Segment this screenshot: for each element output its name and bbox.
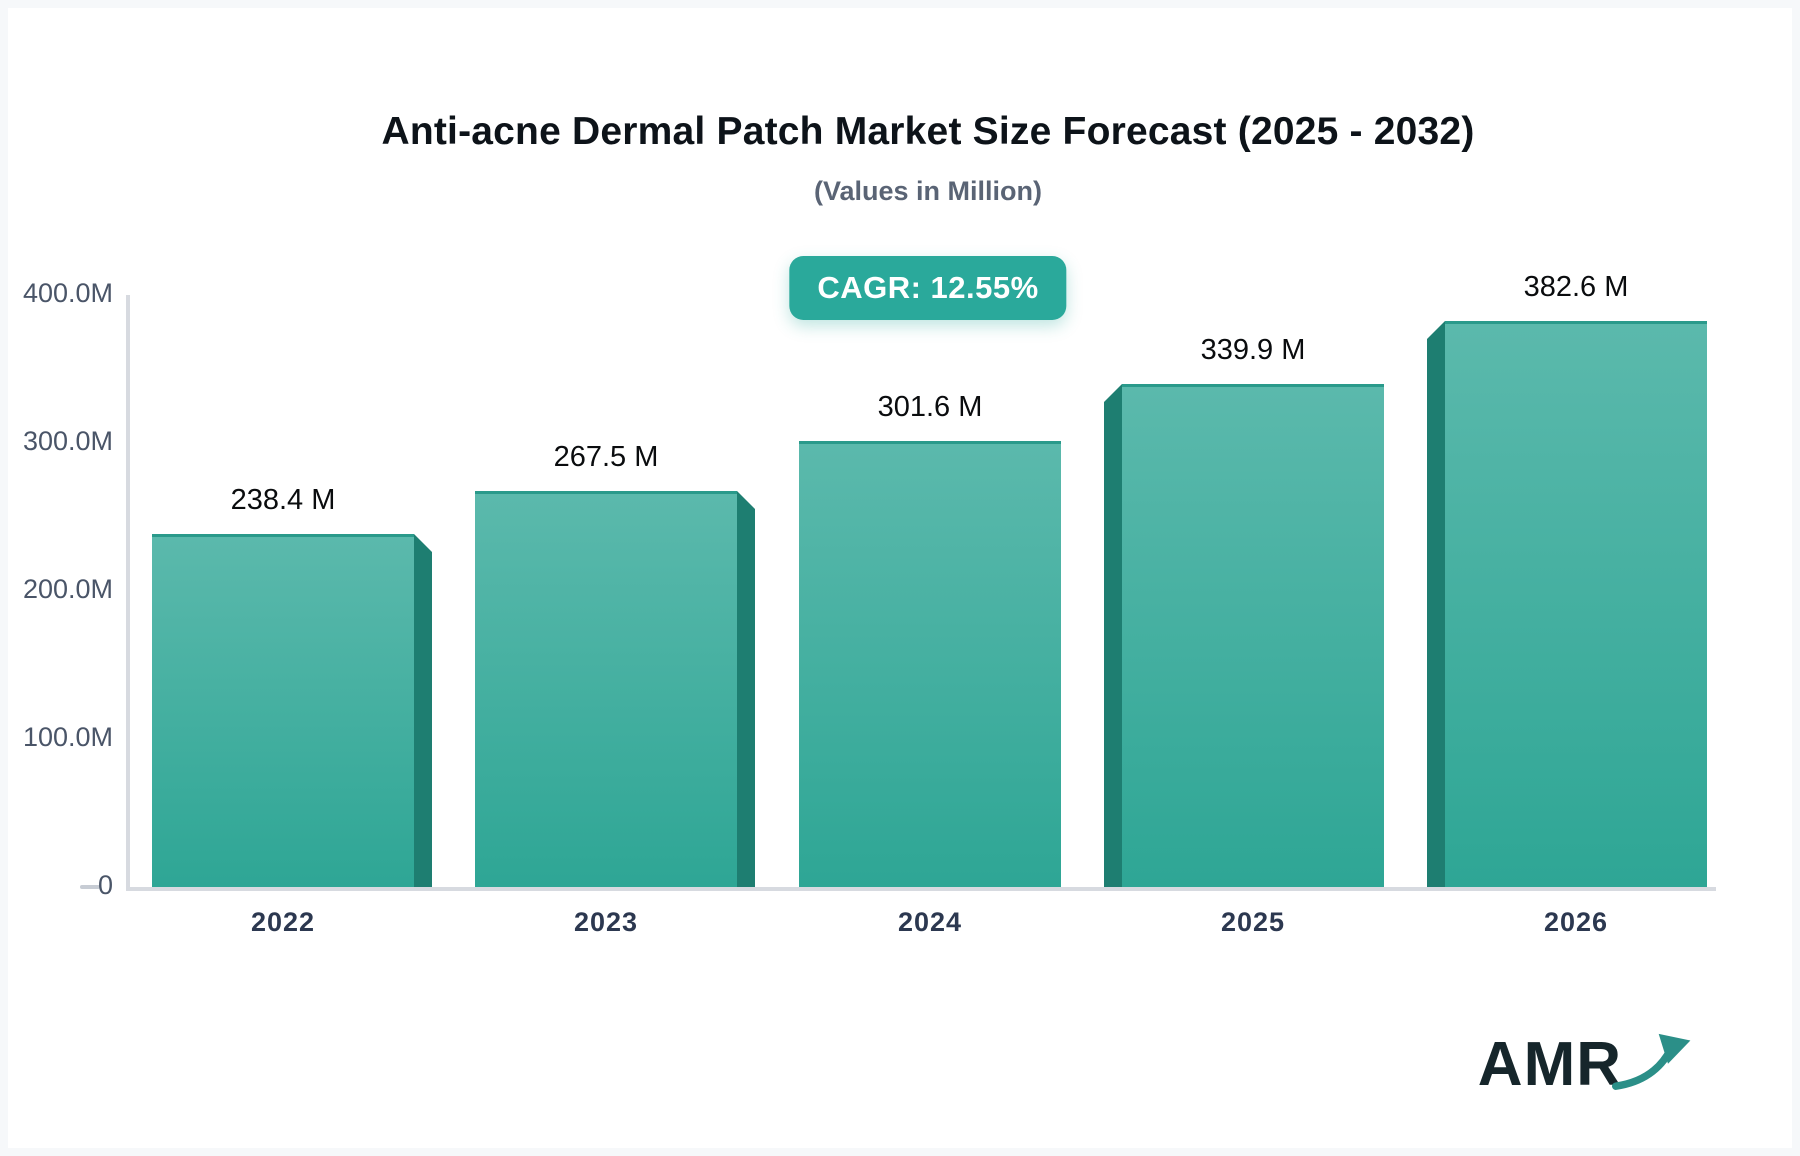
amr-logo: AMR [1478,1028,1696,1096]
bar-side-2022 [414,534,432,887]
bar-2025 [1122,384,1384,887]
y-axis-line [126,295,130,891]
bar-value-label: 339.9 M [1200,334,1306,366]
y-axis-label: 100.0M [22,722,113,752]
bar-value-label: 238.4 M [230,484,336,516]
x-axis-label: 2025 [1220,907,1286,937]
y-axis-label: 0 [97,870,113,900]
chart-title: Anti-acne Dermal Patch Market Size Forec… [381,110,1475,153]
y-axis-label: 300.0M [22,426,113,456]
zero-tick-mark [80,885,100,889]
bar-value-label: 267.5 M [553,441,659,473]
chart-card: Anti-acne Dermal Patch Market Size Forec… [8,8,1792,1148]
x-axis-label: 2024 [897,907,963,937]
y-axis-label: 400.0M [22,278,113,308]
bar-2022 [152,534,414,887]
bar-value-label: 301.6 M [877,391,983,423]
bar-side-2026 [1427,321,1445,887]
x-axis-line [126,887,1716,891]
growth-arrow-icon [1612,1033,1691,1090]
bar-2023 [475,491,737,887]
bar-2024 [799,441,1061,887]
cagr-badge: CAGR: 12.55% [789,256,1067,320]
chart-subtitle: (Values in Million) [813,176,1043,206]
bar-value-label: 382.6 M [1523,271,1629,303]
x-axis-label: 2022 [250,907,316,937]
amr-logo-text: AMR [1477,1030,1622,1099]
bar-chart: 400.0M 300.0M 200.0M 100.0M 0 238.4 M 2022 267.… [8,8,1792,1148]
x-axis-label: 2023 [573,907,639,937]
bar-2026 [1445,321,1707,887]
x-axis-label: 2026 [1543,907,1609,937]
chart-header: Anti-acne Dermal Patch Market Size Forec… [64,110,1792,207]
bar-side-2025 [1104,384,1122,887]
y-axis-label: 200.0M [22,574,113,604]
bar-side-2023 [737,491,755,887]
